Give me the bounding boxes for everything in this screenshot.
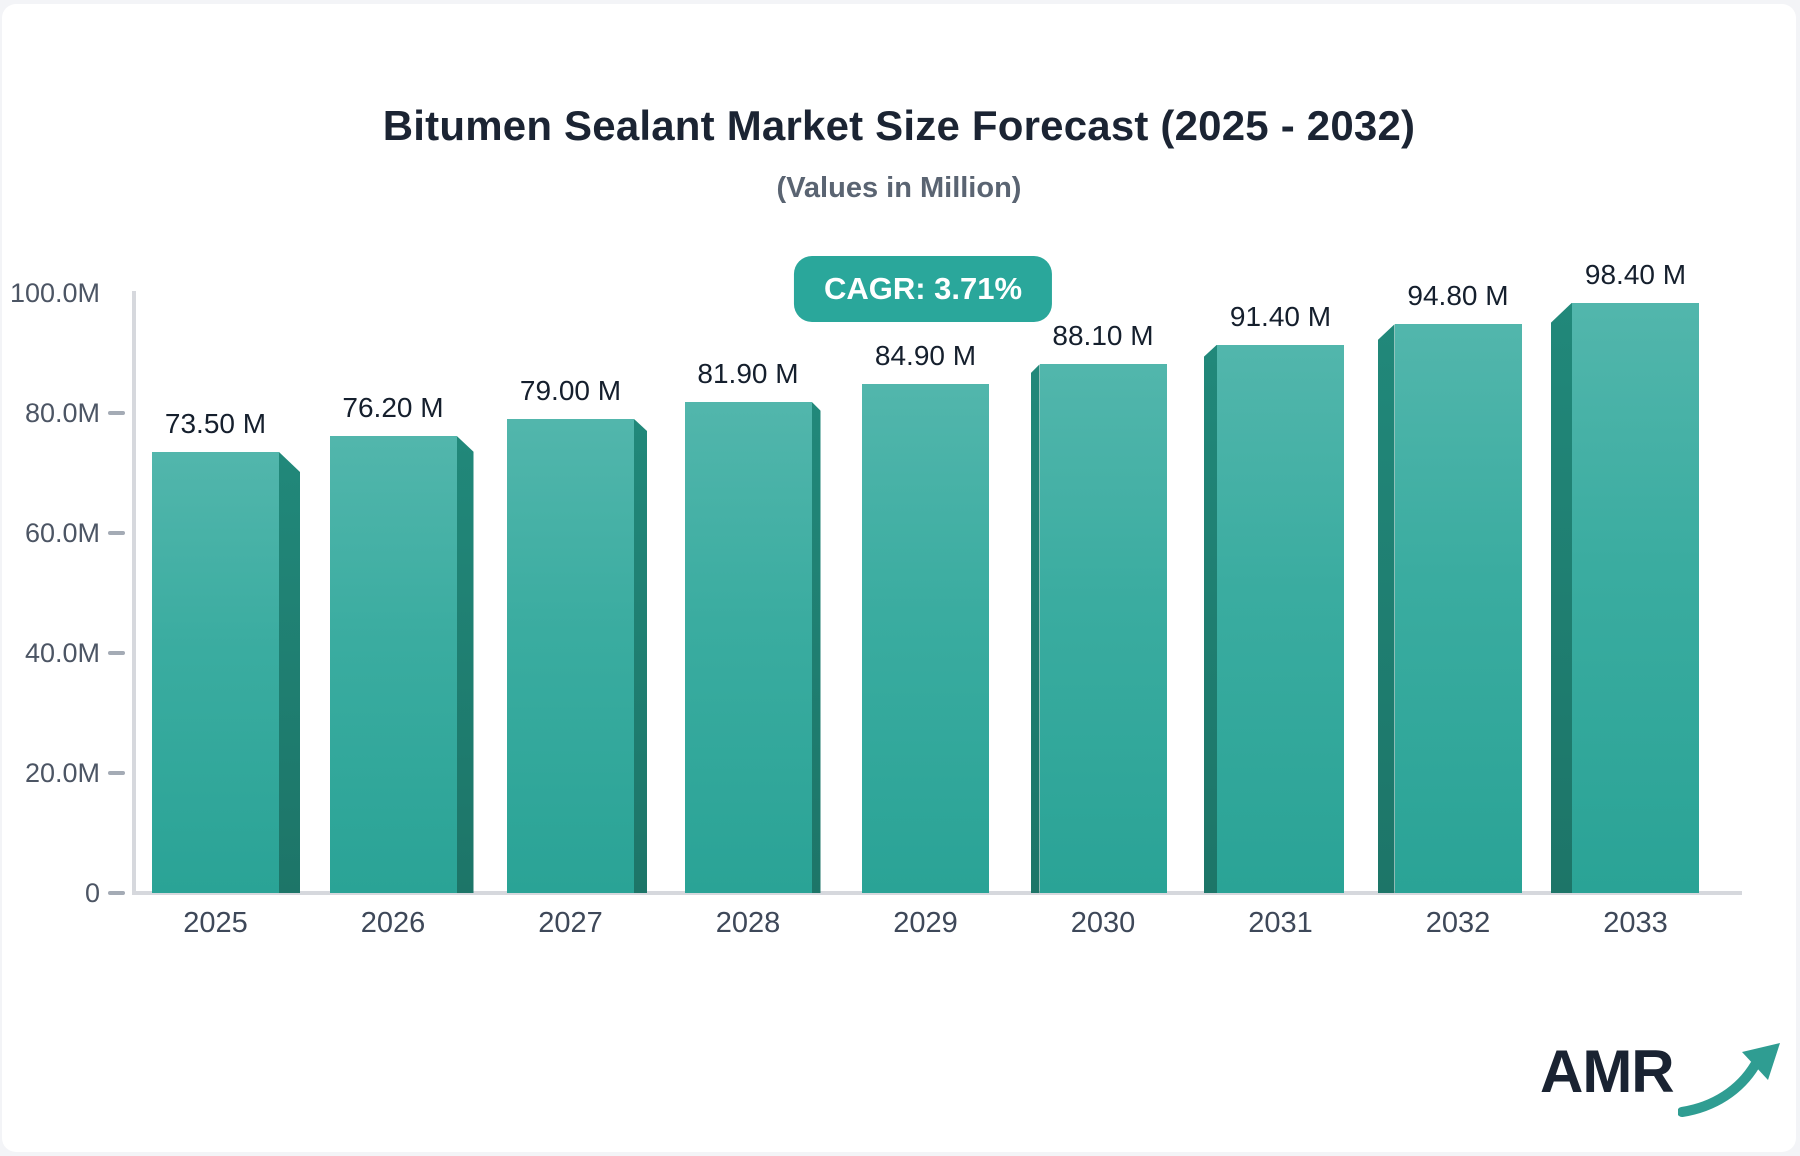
bar (1217, 344, 1344, 893)
bar-side (1204, 344, 1217, 893)
x-axis-label: 2030 (1070, 907, 1136, 939)
bar-value-label: 98.40 M (1584, 258, 1687, 290)
bar-value-label: 94.80 M (1407, 280, 1509, 312)
bar-value-label: 76.20 M (342, 391, 444, 423)
bar-value-label: 84.90 M (874, 339, 977, 371)
bar-side (1030, 364, 1040, 893)
x-axis-label: 2028 (715, 907, 781, 939)
bar (684, 401, 812, 893)
x-axis-line (132, 891, 1742, 895)
x-axis-label: 2026 (360, 907, 426, 939)
bar-value-label: 73.50 M (164, 408, 267, 439)
bar-side (279, 452, 300, 893)
y-axis-tick (108, 651, 125, 655)
x-axis-label: 2027 (538, 907, 603, 939)
chart-card: Bitumen Sealant Market Size Forecast (20… (2, 4, 1796, 1152)
x-axis-label: 2031 (1248, 907, 1313, 939)
bar (1572, 302, 1699, 893)
x-axis-label: 2025 (183, 907, 248, 939)
brand-logo: AMR (1540, 1034, 1800, 1134)
bar-side (634, 419, 647, 893)
y-axis-label: 40.0M (24, 638, 100, 668)
bar-value-label: 79.00 M (519, 375, 622, 406)
bar (507, 419, 634, 893)
bar-side (1551, 302, 1572, 893)
y-axis-tick (108, 411, 125, 415)
bar (152, 452, 279, 893)
y-axis-label: 80.0M (24, 398, 100, 428)
cagr-badge: CAGR: 3.71% (793, 256, 1053, 322)
bar (1039, 364, 1167, 893)
y-axis-label: 100.0M (9, 278, 100, 308)
bar (329, 435, 457, 893)
bar-value-label: 91.40 M (1229, 300, 1332, 332)
bar-side (456, 435, 474, 893)
bar-value-label: 88.10 M (1052, 320, 1154, 352)
bar (1394, 324, 1522, 893)
x-axis-label: 2032 (1425, 907, 1491, 939)
y-axis-tick (108, 891, 125, 895)
brand-logo-text: AMR (1540, 1038, 1675, 1105)
y-axis-line (132, 291, 136, 895)
bar-side (1377, 324, 1395, 893)
chart-subtitle: (Values in Million) (776, 172, 1022, 204)
y-axis-label: 60.0M (24, 518, 100, 548)
y-axis-label: 0 (84, 878, 100, 908)
chart-title: Bitumen Sealant Market Size Forecast (20… (382, 102, 1416, 149)
bar-side (811, 401, 821, 893)
bar-value-label: 81.90 M (697, 357, 799, 389)
y-axis-label: 20.0M (24, 758, 100, 788)
growth-arrow-icon (1678, 1043, 1780, 1117)
x-axis-label: 2029 (893, 907, 958, 939)
x-axis-label: 2033 (1603, 907, 1668, 939)
y-axis-tick (108, 771, 125, 775)
bar (862, 383, 989, 893)
y-axis-tick (108, 531, 125, 535)
